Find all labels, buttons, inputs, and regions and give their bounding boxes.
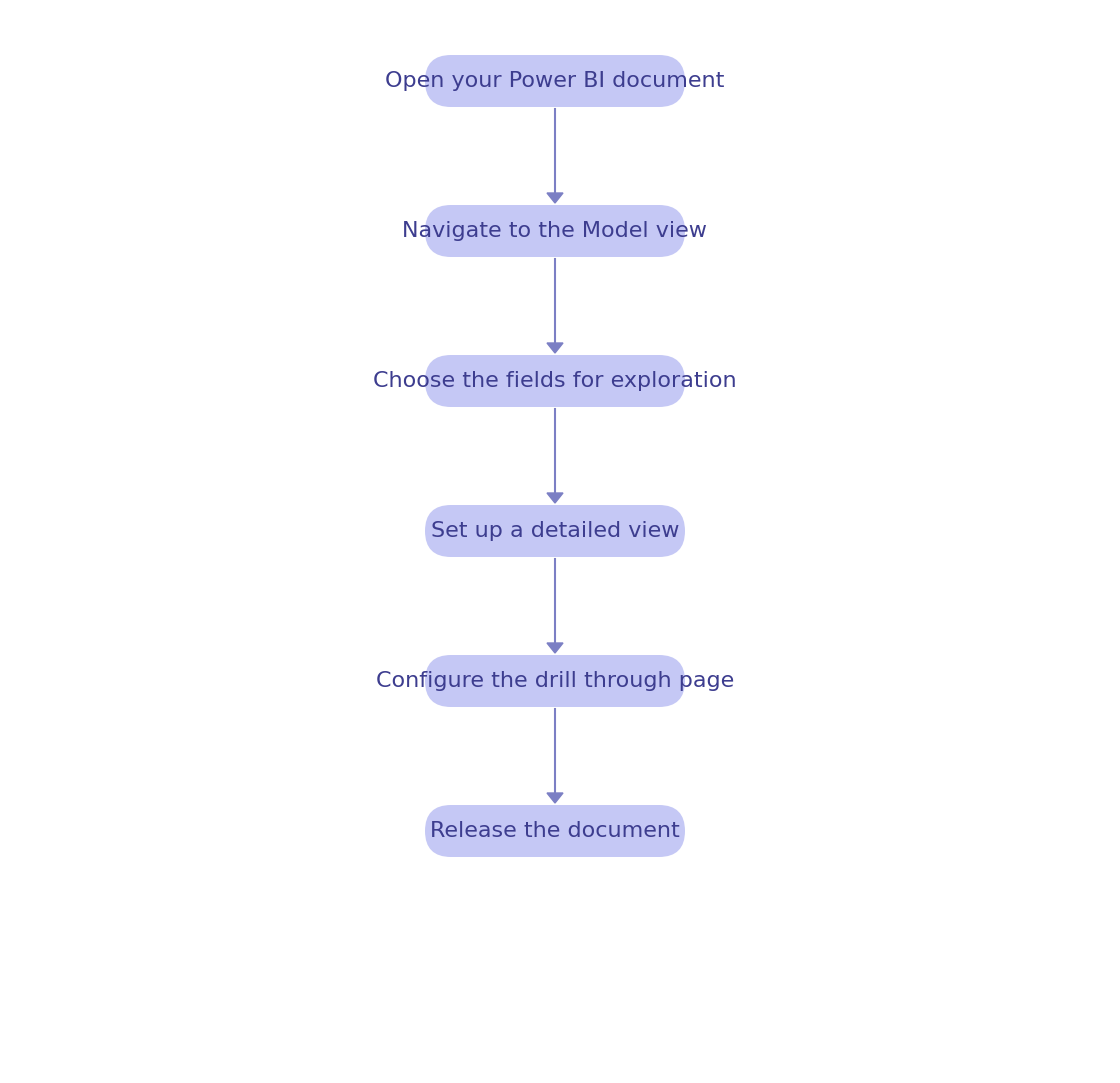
Polygon shape [547,793,563,803]
Text: Release the document: Release the document [430,821,680,841]
FancyBboxPatch shape [424,55,685,107]
Text: Configure the drill through page: Configure the drill through page [376,671,734,691]
FancyBboxPatch shape [424,505,685,557]
Text: Navigate to the Model view: Navigate to the Model view [402,221,708,242]
Polygon shape [547,493,563,503]
Polygon shape [547,343,563,353]
FancyBboxPatch shape [424,805,685,857]
Text: Choose the fields for exploration: Choose the fields for exploration [373,371,737,391]
FancyBboxPatch shape [424,355,685,407]
Text: Set up a detailed view: Set up a detailed view [431,521,679,542]
FancyBboxPatch shape [424,205,685,257]
FancyBboxPatch shape [424,655,685,707]
Text: Open your Power BI document: Open your Power BI document [385,71,725,91]
Polygon shape [547,643,563,653]
Polygon shape [547,193,563,203]
